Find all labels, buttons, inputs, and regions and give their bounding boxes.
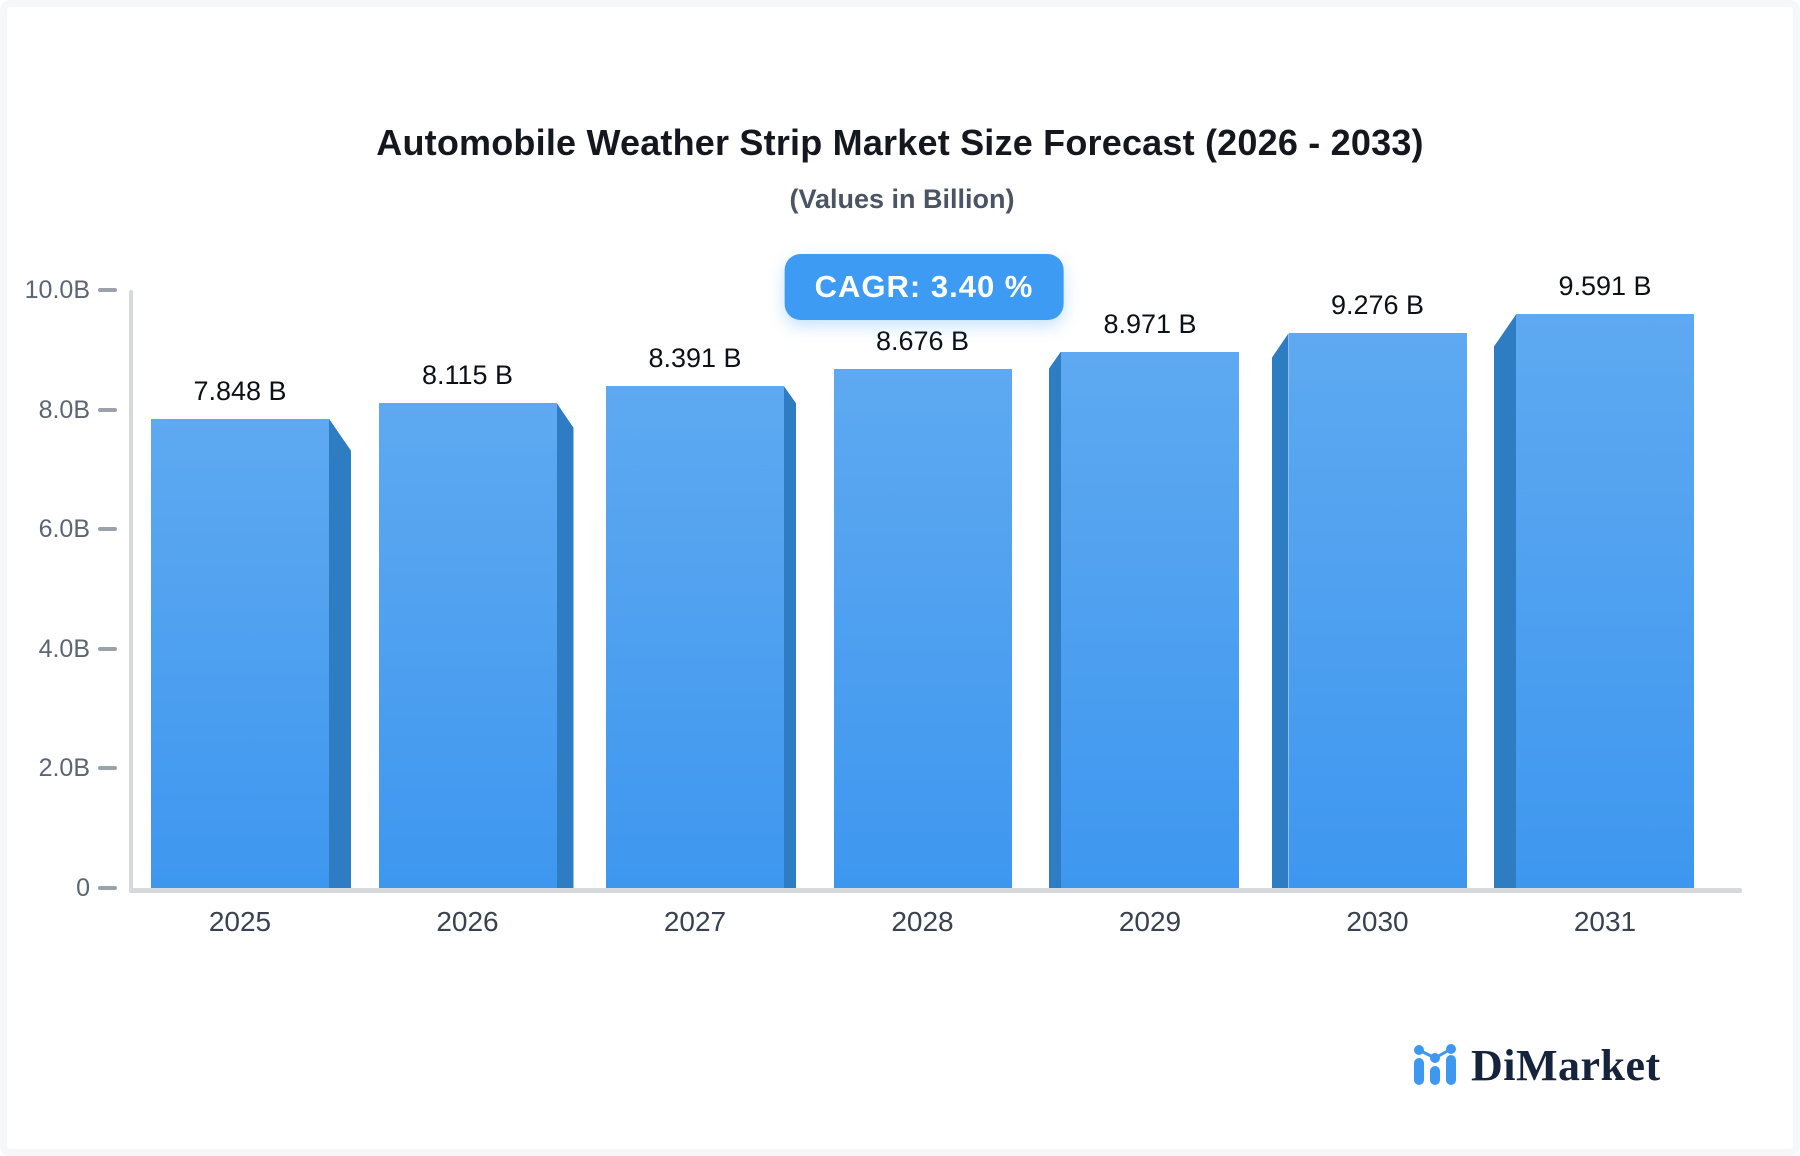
bar[interactable] bbox=[1516, 314, 1694, 888]
y-axis-tick-mark bbox=[98, 407, 117, 412]
x-axis-label: 2029 bbox=[1118, 906, 1182, 937]
bar-side-face bbox=[556, 402, 574, 888]
y-axis-tick-mark bbox=[98, 288, 117, 292]
bar-value-label: 8.971 B bbox=[1103, 308, 1197, 339]
y-axis-tick-label: 10.0B bbox=[24, 276, 90, 304]
bar[interactable] bbox=[151, 418, 329, 888]
bar-value-label: 7.848 B bbox=[193, 375, 287, 406]
bar-value-label: 8.115 B bbox=[421, 359, 514, 390]
chart-subtitle: (Values in Billion) bbox=[789, 184, 1015, 215]
bar-value-label: 8.676 B bbox=[875, 326, 970, 357]
y-axis-tick-mark bbox=[98, 766, 117, 771]
x-axis-label: 2031 bbox=[1573, 906, 1637, 937]
bar-side-face bbox=[1271, 333, 1289, 888]
y-axis-tick-mark bbox=[98, 646, 117, 651]
y-axis-tick-label: 8.0B bbox=[38, 395, 90, 424]
bar-value-label: 8.391 B bbox=[648, 343, 742, 374]
chart-title: Automobile Weather Strip Market Size For… bbox=[376, 122, 1424, 164]
bar[interactable] bbox=[833, 369, 1012, 888]
bar-side-face bbox=[329, 418, 351, 888]
y-axis-tick-mark bbox=[98, 886, 117, 890]
y-axis-tick-label: 4.0B bbox=[38, 634, 90, 663]
y-axis-tick-label: 2.0B bbox=[38, 754, 90, 783]
brand-name: DiMarket bbox=[1471, 1040, 1661, 1090]
bar-side-face bbox=[784, 386, 796, 888]
bar[interactable] bbox=[378, 402, 557, 888]
cagr-badge: CAGR: 3.40 % bbox=[784, 254, 1064, 320]
bar-value-label: 9.591 B bbox=[1558, 271, 1652, 302]
brand-logo: DiMarket bbox=[1412, 1038, 1661, 1092]
bar-side-face bbox=[1049, 351, 1061, 888]
y-axis-tick-mark bbox=[98, 527, 117, 532]
x-axis-line bbox=[129, 888, 1742, 893]
y-axis-tick-label: 6.0B bbox=[38, 515, 90, 544]
y-axis-tick-label: 0 bbox=[76, 874, 90, 902]
mini-bar-chart-icon bbox=[1414, 1044, 1456, 1085]
bar-side-face bbox=[1494, 314, 1516, 888]
bar[interactable] bbox=[1061, 351, 1239, 888]
bar[interactable] bbox=[606, 386, 784, 888]
bar[interactable] bbox=[1288, 333, 1467, 888]
y-axis-line bbox=[129, 290, 133, 892]
bar-value-label: 9.276 B bbox=[1330, 290, 1425, 321]
x-axis-label: 2027 bbox=[663, 906, 727, 937]
x-axis-label: 2025 bbox=[208, 906, 272, 937]
x-axis-label: 2030 bbox=[1346, 906, 1409, 937]
x-axis-label: 2028 bbox=[891, 906, 954, 937]
x-axis-label: 2026 bbox=[436, 906, 499, 937]
